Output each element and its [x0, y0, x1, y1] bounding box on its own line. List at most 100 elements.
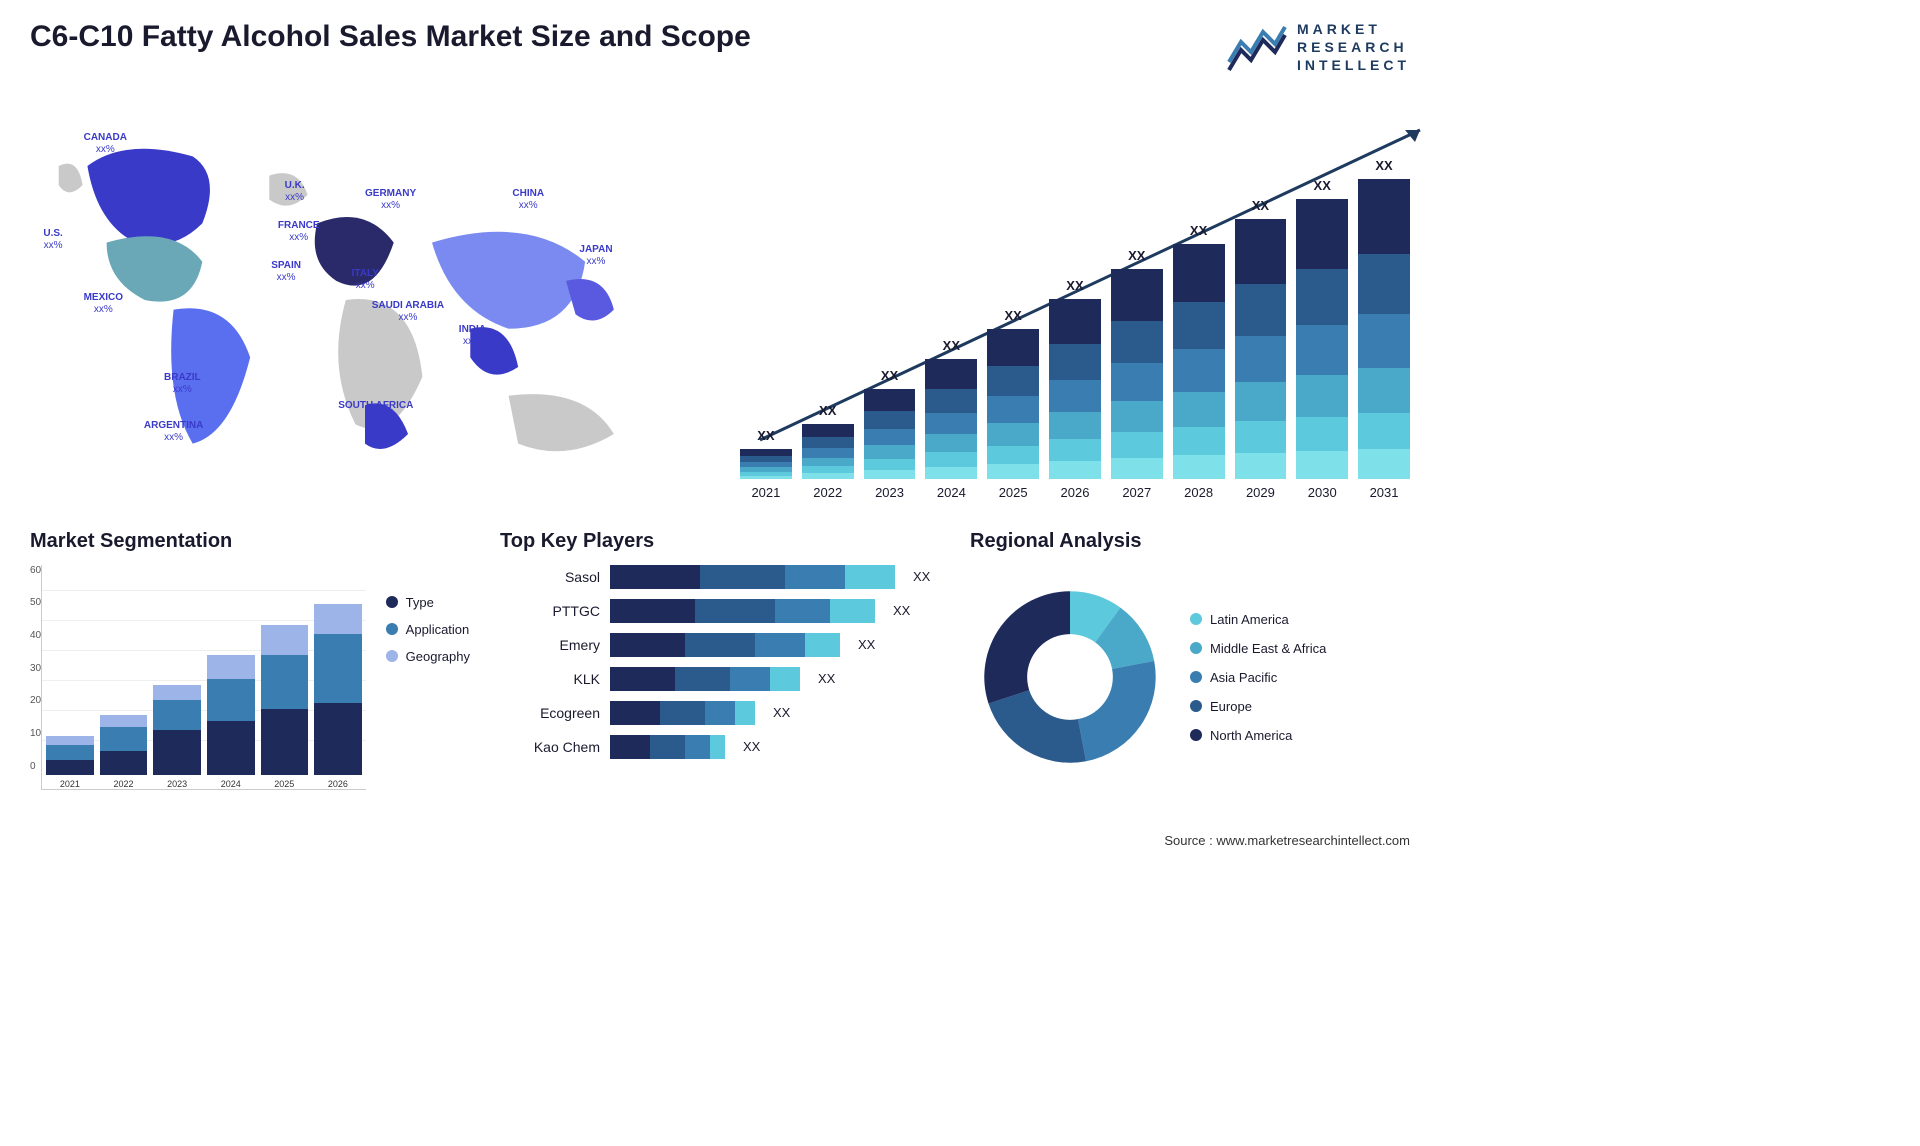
forecast-bar-2024: XX 2024: [925, 338, 977, 500]
keyplayer-value: XX: [858, 637, 875, 652]
map-label-saudiarabia: SAUDI ARABIAxx%: [372, 300, 444, 324]
forecast-year-label: 2029: [1246, 485, 1275, 500]
segmentation-chart: 0102030405060 202120222023202420252026: [30, 565, 366, 790]
forecast-bar-stack: [1235, 219, 1287, 479]
top-row: CANADAxx%U.S.xx%MEXICOxx%BRAZILxx%ARGENT…: [30, 100, 1410, 500]
forecast-bar-2026: XX2026: [1049, 278, 1101, 500]
keyplayer-row-emery: EmeryXX: [500, 633, 940, 657]
keyplayer-row-klk: KLK XX: [500, 667, 940, 691]
forecast-bar-2030: XX2030: [1296, 178, 1348, 500]
seg-legend-item: Application: [386, 622, 470, 637]
keyplayer-name: Ecogreen: [500, 705, 600, 721]
segmentation-legend: TypeApplicationGeography: [386, 565, 470, 790]
forecast-year-label: 2024: [937, 485, 966, 500]
map-label-germany: GERMANYxx%: [365, 188, 416, 212]
seg-year-label: 2025: [274, 779, 294, 789]
forecast-bar-2031: XX 2031: [1358, 158, 1410, 500]
forecast-bar-stack: [925, 359, 977, 479]
forecast-bar-stack: [1111, 269, 1163, 479]
header: C6-C10 Fatty Alcohol Sales Market Size a…: [30, 20, 1410, 75]
forecast-year-label: 2021: [751, 485, 780, 500]
map-label-india: INDIAxx%: [459, 324, 486, 348]
keyplayer-bar: [610, 599, 875, 623]
forecast-bar-2023: XX2023: [864, 368, 916, 500]
forecast-bar-chart: XX2021XX2022XX2023XX2024XX2025XX2026XX20…: [740, 100, 1410, 500]
forecast-bar-2022: XX 2022: [802, 403, 854, 500]
forecast-year-label: 2023: [875, 485, 904, 500]
keyplayer-name: KLK: [500, 671, 600, 687]
page-title: C6-C10 Fatty Alcohol Sales Market Size a…: [30, 20, 751, 54]
regional-legend-item: North America: [1190, 728, 1326, 743]
keyplayer-row-kaochem: Kao ChemXX: [500, 735, 940, 759]
segmentation-title: Market Segmentation: [30, 530, 470, 553]
forecast-bar-2027: XX 2027: [1111, 248, 1163, 500]
keyplayer-value: XX: [773, 705, 790, 720]
forecast-bar-2029: XX2029: [1235, 198, 1287, 500]
forecast-year-label: 2026: [1061, 485, 1090, 500]
seg-bar-2025: 2025: [261, 625, 309, 789]
forecast-year-label: 2028: [1184, 485, 1213, 500]
map-label-china: CHINAxx%: [512, 188, 544, 212]
logo-text: MARKET RESEARCH INTELLECT: [1297, 20, 1410, 75]
regional-title: Regional Analysis: [970, 530, 1410, 553]
forecast-value-label: XX: [757, 428, 774, 443]
keyplayer-bar: [610, 633, 840, 657]
map-label-france: FRANCExx%: [278, 220, 320, 244]
source-attribution: Source : www.marketresearchintellect.com: [1164, 833, 1410, 848]
forecast-value-label: XX: [1004, 308, 1021, 323]
forecast-year-label: 2025: [999, 485, 1028, 500]
keyplayer-bar: [610, 667, 800, 691]
map-label-argentina: ARGENTINAxx%: [144, 420, 203, 444]
world-map-panel: CANADAxx%U.S.xx%MEXICOxx%BRAZILxx%ARGENT…: [30, 100, 700, 500]
logo-line2: RESEARCH: [1297, 38, 1410, 56]
forecast-value-label: XX: [1190, 223, 1207, 238]
map-label-japan: JAPANxx%: [579, 244, 612, 268]
forecast-value-label: XX: [1375, 158, 1392, 173]
map-label-mexico: MEXICOxx%: [84, 292, 123, 316]
forecast-bar-stack: [987, 329, 1039, 479]
seg-bar-2023: 2023: [153, 685, 201, 789]
segmentation-panel: Market Segmentation 0102030405060 202120…: [30, 530, 470, 790]
regional-legend-item: Asia Pacific: [1190, 670, 1326, 685]
forecast-value-label: XX: [943, 338, 960, 353]
keyplayer-name: Sasol: [500, 569, 600, 585]
logo-line1: MARKET: [1297, 20, 1410, 38]
seg-bar-2026: 2026: [314, 604, 362, 789]
map-label-uk: U.K.xx%: [285, 180, 305, 204]
keyplayer-value: XX: [893, 603, 910, 618]
seg-year-label: 2022: [114, 779, 134, 789]
forecast-value-label: XX: [1128, 248, 1145, 263]
keyplayer-value: XX: [913, 569, 930, 584]
seg-year-label: 2023: [167, 779, 187, 789]
forecast-bar-stack: [1049, 299, 1101, 479]
forecast-bar-stack: [864, 389, 916, 479]
forecast-bar-stack: [1358, 179, 1410, 479]
keyplayer-value: XX: [818, 671, 835, 686]
forecast-bar-stack: [1173, 244, 1225, 479]
forecast-bar-stack: [740, 449, 792, 479]
keyplayer-bar: [610, 565, 895, 589]
keyplayer-bar: [610, 735, 725, 759]
regional-panel: Regional Analysis Latin AmericaMiddle Ea…: [970, 530, 1410, 790]
map-label-brazil: BRAZILxx%: [164, 372, 201, 396]
seg-legend-item: Type: [386, 595, 470, 610]
map-label-spain: SPAINxx%: [271, 260, 301, 284]
regional-legend: Latin AmericaMiddle East & AfricaAsia Pa…: [1190, 612, 1326, 743]
forecast-year-label: 2031: [1370, 485, 1399, 500]
keyplayer-row-ecogreen: Ecogreen XX: [500, 701, 940, 725]
forecast-bar-2028: XX 2028: [1173, 223, 1225, 500]
seg-year-label: 2024: [221, 779, 241, 789]
forecast-bar-stack: [802, 424, 854, 479]
forecast-year-label: 2022: [813, 485, 842, 500]
logo: MARKET RESEARCH INTELLECT: [1227, 20, 1410, 75]
bottom-row: Market Segmentation 0102030405060 202120…: [30, 530, 1410, 790]
seg-bar-2024: 2024: [207, 655, 255, 789]
regional-legend-item: Latin America: [1190, 612, 1326, 627]
forecast-bar-stack: [1296, 199, 1348, 479]
forecast-value-label: XX: [819, 403, 836, 418]
keyplayer-name: Kao Chem: [500, 739, 600, 755]
forecast-year-label: 2027: [1122, 485, 1151, 500]
keyplayer-row-pttgc: PTTGC XX: [500, 599, 940, 623]
regional-legend-item: Europe: [1190, 699, 1326, 714]
keyplayer-name: PTTGC: [500, 603, 600, 619]
